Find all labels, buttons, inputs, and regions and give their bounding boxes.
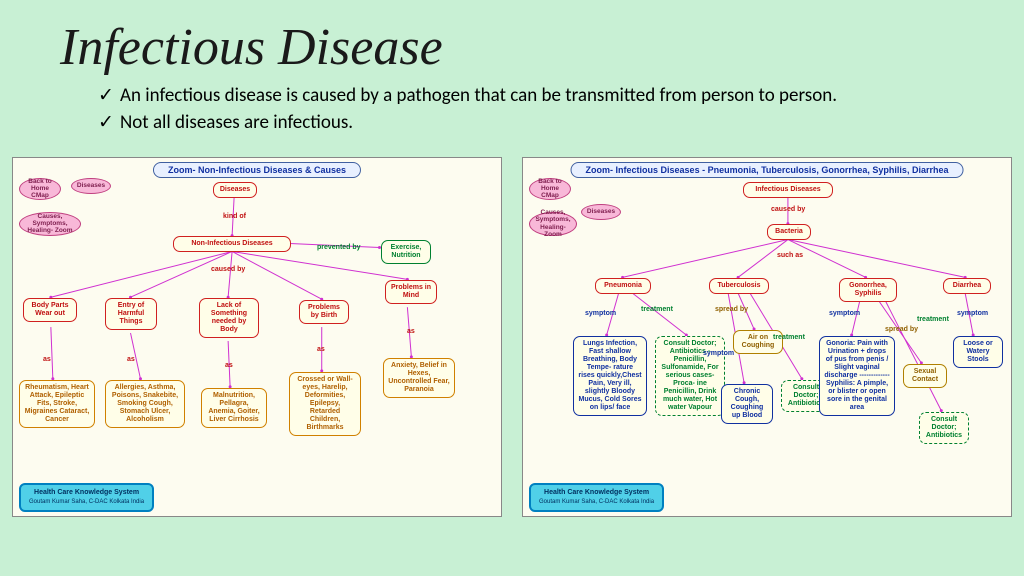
concept-node: Bacteria	[767, 224, 811, 240]
edge-label: symptom	[829, 310, 860, 317]
edge-label: as	[317, 346, 325, 353]
edge-label: prevented by	[317, 244, 361, 251]
edge-label: spread by	[885, 326, 918, 333]
edge-label: symptom	[957, 310, 988, 317]
edge-label: treatment	[641, 306, 673, 313]
nav-oval[interactable]: Diseases	[71, 178, 111, 194]
edge-label: kind of	[223, 213, 246, 220]
nav-oval[interactable]: Diseases	[581, 204, 621, 220]
concept-node: Tuberculosis	[709, 278, 769, 294]
concept-node: Rheumatism, Heart Attack, Epileptic Fits…	[19, 380, 95, 428]
right-map-footer: Health Care Knowledge System Goutam Kuma…	[529, 483, 664, 512]
left-concept-map: Zoom- Non-Infectious Diseases & Causes H…	[12, 157, 502, 517]
concept-node: Allergies, Asthma, Poisons, Snakebite, S…	[105, 380, 185, 428]
concept-node: Pneumonia	[595, 278, 651, 294]
bullet-list: An infectious disease is caused by a pat…	[0, 85, 1024, 149]
concept-node: Consult Doctor; Antibiotics - Penicillin…	[655, 336, 725, 416]
edge-label: treatment	[917, 316, 949, 323]
edge-label: spread by	[715, 306, 748, 313]
edge-label: treatment	[773, 334, 805, 341]
edge-label: as	[127, 356, 135, 363]
page-title: Infectious Disease	[0, 0, 1024, 85]
concept-node: Chronic Cough, Coughing up Blood	[721, 384, 773, 424]
concept-node: Diarrhea	[943, 278, 991, 294]
concept-node: Gonorrhea, Syphilis	[839, 278, 897, 302]
concept-node: Entry of Harmful Things	[105, 298, 157, 330]
concept-node: Loose or Watery Stools	[953, 336, 1003, 368]
nav-oval[interactable]: Back to Home CMap	[19, 178, 61, 200]
edge-label: as	[407, 328, 415, 335]
left-map-footer: Health Care Knowledge System Goutam Kuma…	[19, 483, 154, 512]
concept-node: Non-Infectious Diseases	[173, 236, 291, 252]
concept-node: Sexual Contact	[903, 364, 947, 388]
bullet-item: An infectious disease is caused by a pat…	[120, 85, 974, 108]
concept-node: Consult Doctor; Antibiotics	[919, 412, 969, 444]
concept-node: Anxiety, Belief in Hexes, Uncontrolled F…	[383, 358, 455, 398]
concept-node: Problems in Mind	[385, 280, 437, 304]
nav-oval[interactable]: Causes, Symptoms, Healing- Zoom	[529, 212, 577, 236]
edge-label: as	[225, 362, 233, 369]
nav-oval[interactable]: Back to Home CMap	[529, 178, 571, 200]
concept-node: Body Parts Wear out	[23, 298, 77, 322]
edge-label: symptom	[703, 350, 734, 357]
concept-node: Problems by Birth	[299, 300, 349, 324]
right-concept-map: Zoom- Infectious Diseases - Pneumonia, T…	[522, 157, 1012, 517]
edge-label: symptom	[585, 310, 616, 317]
left-map-title: Zoom- Non-Infectious Diseases & Causes	[153, 162, 361, 178]
concept-node: Lungs Infection, Fast shallow Breathing,…	[573, 336, 647, 416]
concept-node: Infectious Diseases	[743, 182, 833, 198]
concept-node: Exercise, Nutrition	[381, 240, 431, 264]
concept-maps-row: Zoom- Non-Infectious Diseases & Causes H…	[0, 149, 1024, 517]
concept-node: Malnutrition, Pellagra, Anemia, Goiter, …	[201, 388, 267, 428]
nav-oval[interactable]: Causes, Symptoms, Healing- Zoom	[19, 212, 81, 236]
concept-node: Gonoria: Pain with Urination + drops of …	[819, 336, 895, 416]
concept-node: Diseases	[213, 182, 257, 198]
concept-node: Lack of Something needed by Body	[199, 298, 259, 338]
concept-node: Crossed or Wall-eyes, Harelip, Deformiti…	[289, 372, 361, 436]
right-map-title: Zoom- Infectious Diseases - Pneumonia, T…	[571, 162, 964, 178]
edge-label: such as	[777, 252, 803, 259]
edge-label: caused by	[771, 206, 805, 213]
bullet-item: Not all diseases are infectious.	[120, 112, 974, 135]
edge-label: caused by	[211, 266, 245, 273]
edge-label: as	[43, 356, 51, 363]
